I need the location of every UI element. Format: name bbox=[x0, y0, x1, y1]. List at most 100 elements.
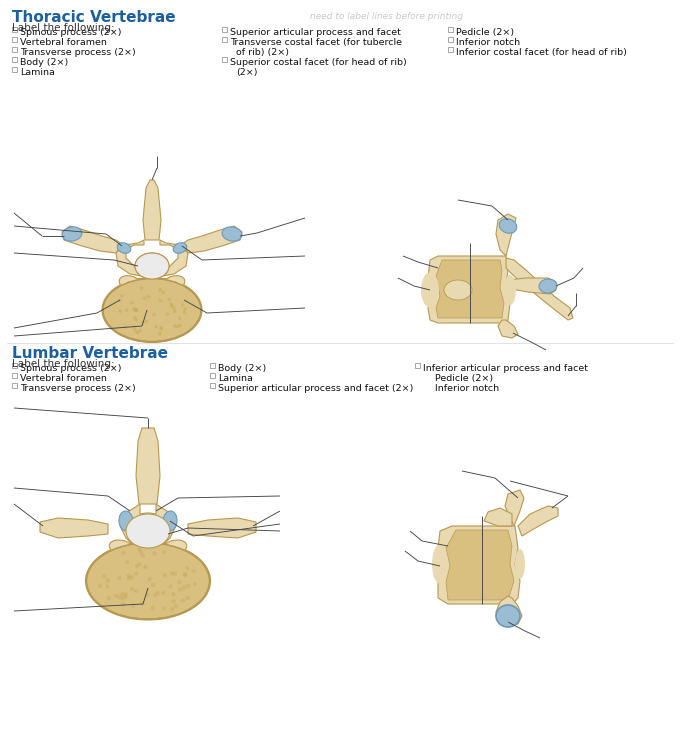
Circle shape bbox=[184, 573, 186, 576]
Circle shape bbox=[119, 299, 121, 302]
Text: Body (2×): Body (2×) bbox=[218, 364, 267, 373]
Circle shape bbox=[140, 287, 143, 289]
Circle shape bbox=[141, 554, 144, 556]
Circle shape bbox=[173, 325, 176, 327]
Circle shape bbox=[131, 302, 133, 304]
Ellipse shape bbox=[86, 542, 211, 620]
Ellipse shape bbox=[102, 277, 202, 342]
Circle shape bbox=[155, 325, 157, 328]
Ellipse shape bbox=[173, 243, 187, 253]
Circle shape bbox=[135, 319, 137, 321]
Polygon shape bbox=[182, 226, 242, 253]
Circle shape bbox=[184, 573, 186, 576]
Circle shape bbox=[141, 554, 144, 556]
Circle shape bbox=[163, 574, 167, 577]
Circle shape bbox=[174, 604, 177, 608]
Circle shape bbox=[138, 548, 141, 551]
Polygon shape bbox=[496, 214, 516, 256]
Circle shape bbox=[171, 572, 173, 575]
Circle shape bbox=[146, 593, 150, 596]
Text: Lamina: Lamina bbox=[218, 373, 253, 382]
Ellipse shape bbox=[119, 276, 141, 290]
Circle shape bbox=[174, 604, 177, 608]
Bar bbox=[12, 373, 17, 378]
Circle shape bbox=[127, 574, 131, 577]
Circle shape bbox=[178, 581, 181, 584]
Circle shape bbox=[119, 299, 121, 302]
Text: Pedicle (2×): Pedicle (2×) bbox=[435, 373, 493, 382]
Circle shape bbox=[163, 607, 165, 610]
Polygon shape bbox=[120, 504, 142, 544]
Ellipse shape bbox=[444, 280, 472, 300]
Circle shape bbox=[170, 303, 173, 306]
Bar bbox=[222, 37, 227, 42]
Bar bbox=[210, 363, 215, 368]
Circle shape bbox=[99, 584, 101, 587]
Polygon shape bbox=[438, 526, 520, 604]
Ellipse shape bbox=[135, 253, 169, 279]
Ellipse shape bbox=[119, 511, 133, 531]
Circle shape bbox=[173, 310, 176, 312]
Circle shape bbox=[135, 565, 139, 568]
Circle shape bbox=[158, 333, 161, 335]
Circle shape bbox=[173, 325, 176, 327]
Ellipse shape bbox=[135, 253, 169, 279]
Polygon shape bbox=[136, 428, 160, 504]
Circle shape bbox=[138, 548, 141, 551]
Circle shape bbox=[162, 292, 165, 294]
Circle shape bbox=[139, 329, 141, 331]
Circle shape bbox=[144, 565, 147, 568]
Ellipse shape bbox=[125, 513, 171, 549]
Circle shape bbox=[170, 303, 173, 306]
Circle shape bbox=[107, 596, 110, 599]
Ellipse shape bbox=[432, 544, 448, 584]
Circle shape bbox=[103, 574, 105, 577]
Ellipse shape bbox=[126, 514, 170, 548]
Circle shape bbox=[133, 317, 136, 319]
Bar bbox=[222, 57, 227, 62]
Text: Thoracic Vertebrae: Thoracic Vertebrae bbox=[12, 10, 175, 25]
Circle shape bbox=[137, 331, 139, 334]
Circle shape bbox=[167, 313, 169, 315]
Circle shape bbox=[184, 573, 186, 576]
Circle shape bbox=[118, 576, 121, 579]
Circle shape bbox=[152, 584, 154, 587]
Circle shape bbox=[179, 588, 182, 591]
Bar bbox=[12, 57, 17, 62]
Circle shape bbox=[187, 584, 190, 587]
Polygon shape bbox=[496, 596, 522, 626]
Polygon shape bbox=[506, 258, 573, 320]
Circle shape bbox=[141, 602, 144, 605]
Circle shape bbox=[135, 330, 137, 332]
Circle shape bbox=[151, 607, 154, 610]
Circle shape bbox=[147, 295, 150, 298]
Circle shape bbox=[120, 593, 123, 596]
Circle shape bbox=[135, 590, 137, 593]
Circle shape bbox=[182, 586, 186, 589]
Circle shape bbox=[139, 551, 142, 554]
Circle shape bbox=[127, 576, 131, 579]
Circle shape bbox=[124, 595, 127, 598]
Circle shape bbox=[126, 561, 129, 564]
Circle shape bbox=[122, 597, 124, 600]
Circle shape bbox=[153, 314, 155, 316]
Circle shape bbox=[122, 597, 124, 600]
Circle shape bbox=[179, 324, 181, 327]
Circle shape bbox=[139, 551, 142, 554]
Circle shape bbox=[162, 292, 165, 294]
Polygon shape bbox=[505, 490, 524, 526]
Circle shape bbox=[131, 576, 133, 579]
Circle shape bbox=[124, 595, 127, 598]
Ellipse shape bbox=[117, 243, 131, 253]
Polygon shape bbox=[160, 240, 188, 276]
Text: Inferior articular process and facet: Inferior articular process and facet bbox=[423, 364, 588, 373]
Bar bbox=[448, 37, 453, 42]
Circle shape bbox=[115, 594, 118, 597]
Ellipse shape bbox=[62, 227, 82, 241]
Circle shape bbox=[159, 289, 161, 291]
Circle shape bbox=[173, 307, 175, 309]
Polygon shape bbox=[506, 278, 556, 294]
Circle shape bbox=[148, 578, 151, 581]
Bar bbox=[210, 383, 215, 388]
Circle shape bbox=[127, 574, 131, 577]
